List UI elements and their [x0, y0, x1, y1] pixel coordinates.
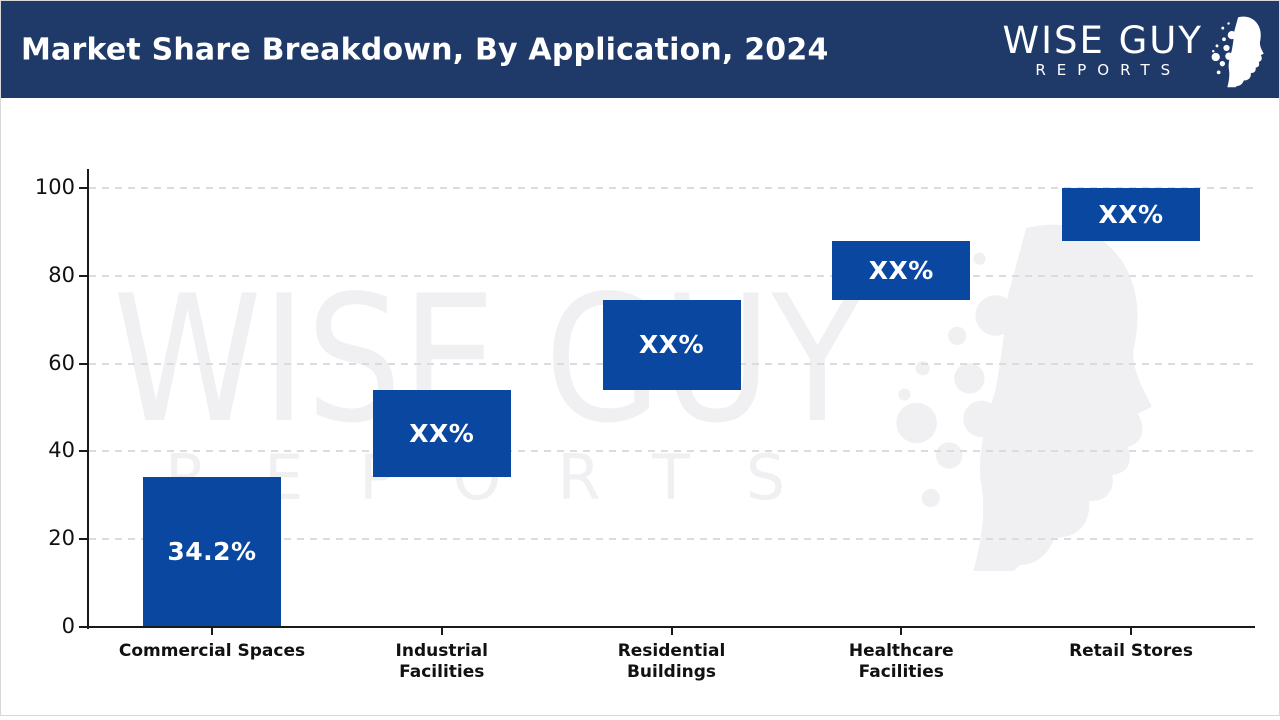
- x-tick: [1130, 628, 1132, 635]
- x-tick: [900, 628, 903, 635]
- y-tick-label: 60: [48, 350, 75, 375]
- gridline: [89, 538, 1254, 541]
- x-category-label: Retail Stores: [1069, 641, 1193, 661]
- y-axis-line: [87, 169, 89, 629]
- bar-value-label: XX%: [1098, 199, 1164, 229]
- gridline: [89, 187, 1254, 189]
- brand-logo: WISE GUY REPORTS: [1003, 12, 1267, 88]
- bar: XX%: [832, 240, 971, 300]
- y-tick-label: 20: [48, 526, 75, 551]
- x-category-label: Industrial Facilities: [395, 641, 488, 683]
- y-tick: [79, 538, 88, 541]
- bar: XX%: [1062, 188, 1200, 241]
- bar-value-label: 34.2%: [167, 537, 257, 567]
- gridline: [89, 450, 1254, 453]
- y-tick: [79, 450, 88, 453]
- y-tick: [79, 362, 88, 365]
- bar-value-label: XX%: [868, 255, 934, 285]
- y-tick-label: 0: [61, 614, 75, 638]
- y-tick: [79, 626, 88, 628]
- y-tick: [79, 187, 88, 189]
- y-tick-label: 40: [48, 438, 75, 463]
- bar-value-label: XX%: [409, 418, 475, 448]
- brand-face-icon: [1211, 16, 1264, 87]
- header: Market Share Breakdown, By Application, …: [1, 1, 1279, 98]
- x-tick: [440, 628, 443, 635]
- x-axis-line: [87, 626, 1255, 628]
- x-category-label: Commercial Spaces: [118, 641, 306, 661]
- gridline: [89, 274, 1254, 277]
- bar-value-label: XX%: [638, 330, 705, 360]
- y-tick: [79, 274, 88, 277]
- bar: 34.2%: [143, 476, 281, 627]
- x-tick: [211, 628, 213, 635]
- bar: XX%: [602, 299, 741, 390]
- brand-text: WISE GUY REPORTS: [1003, 22, 1203, 78]
- brand-name: WISE GUY: [1002, 18, 1203, 62]
- y-tick-label: 80: [48, 262, 75, 287]
- y-tick-label: 100: [34, 175, 75, 199]
- page-title: Market Share Breakdown, By Application, …: [21, 32, 829, 67]
- x-tick: [670, 628, 673, 635]
- x-category-label: Residential Buildings: [617, 641, 726, 683]
- bar: XX%: [372, 389, 511, 477]
- x-category-label: Healthcare Facilities: [848, 641, 954, 683]
- brand-subtitle: REPORTS: [1035, 60, 1182, 79]
